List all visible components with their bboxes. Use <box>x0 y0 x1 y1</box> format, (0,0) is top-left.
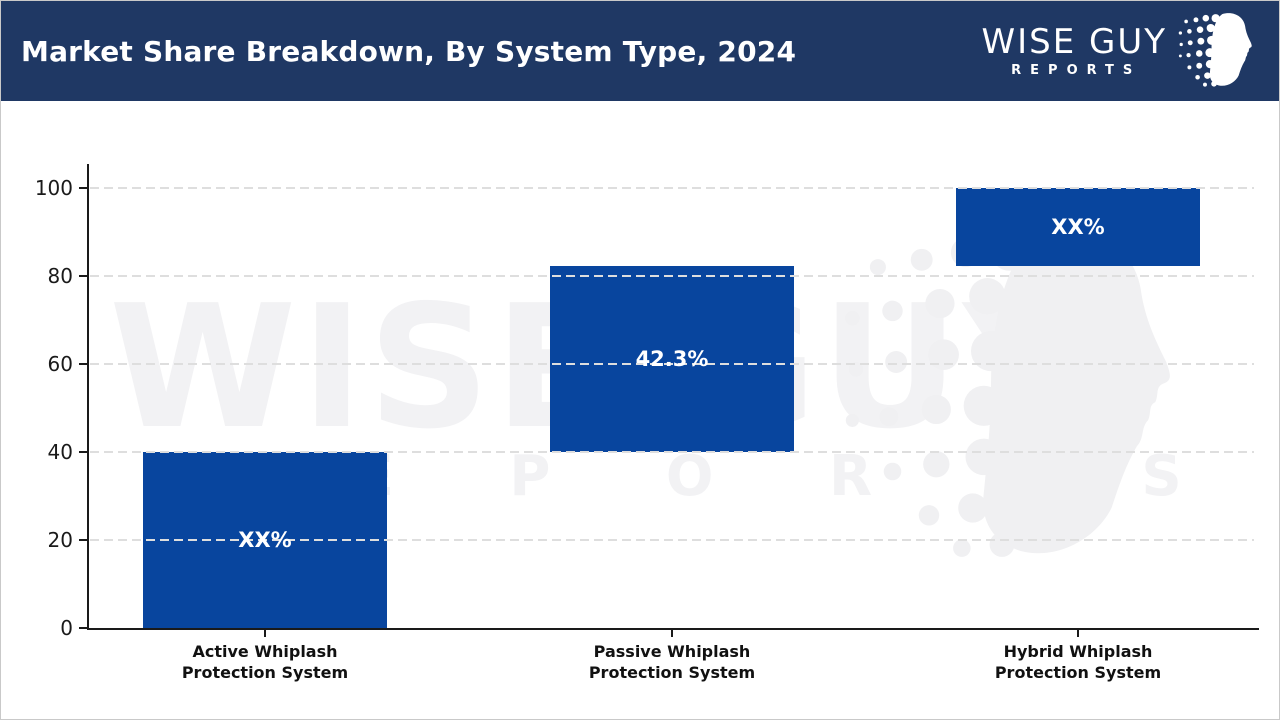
y-tick-label-20: 20 <box>47 528 73 552</box>
y-tick-80 <box>79 275 87 277</box>
bar-value-label-1: XX% <box>238 528 292 552</box>
y-tick-label-40: 40 <box>47 440 73 464</box>
x-axis-line <box>87 628 1259 630</box>
y-tick-label-0: 0 <box>60 616 73 640</box>
bar-value-label-2: 42.3% <box>635 346 709 371</box>
y-tick-label-100: 100 <box>34 176 73 200</box>
chart-title: Market Share Breakdown, By System Type, … <box>21 34 797 68</box>
y-tick-label-60: 60 <box>47 352 73 376</box>
x-tick-2 <box>671 630 673 637</box>
x-tick-3 <box>1077 630 1079 637</box>
logo-subtitle: REPORTS <box>1011 62 1142 78</box>
gridline-80 <box>90 275 1254 277</box>
y-tick-60 <box>79 363 87 365</box>
y-tick-label-80: 80 <box>47 264 73 288</box>
gridline-100 <box>90 187 1254 189</box>
x-tick-1 <box>264 630 266 637</box>
y-tick-20 <box>79 539 87 541</box>
watermark-head-icon <box>845 230 1170 557</box>
bar-value-label-3: XX% <box>1051 214 1105 239</box>
wiseguy-logo: WISE GUY REPORTS <box>981 8 1255 94</box>
y-tick-40 <box>79 451 87 453</box>
logo-wordmark-block: WISE GUY REPORTS <box>981 25 1167 78</box>
x-category-label-1: Active Whiplash Protection System <box>181 642 349 682</box>
logo-wordmark: WISE GUY <box>981 21 1167 62</box>
bar-segment-2 <box>550 265 794 452</box>
y-axis-line <box>87 164 89 630</box>
x-category-label-2: Passive Whiplash Protection System <box>588 642 756 682</box>
x-category-label-3: Hybrid Whiplash Protection System <box>994 642 1162 682</box>
head-profile-icon <box>1178 13 1252 87</box>
title-bar: Market Share Breakdown, By System Type, … <box>1 1 1279 101</box>
gridline-20 <box>90 539 1254 541</box>
y-tick-100 <box>79 187 87 189</box>
gridline-40 <box>90 451 1254 453</box>
gridline-60 <box>90 363 1254 365</box>
y-tick-0 <box>79 627 87 629</box>
bar-segment-3 <box>956 188 1200 266</box>
